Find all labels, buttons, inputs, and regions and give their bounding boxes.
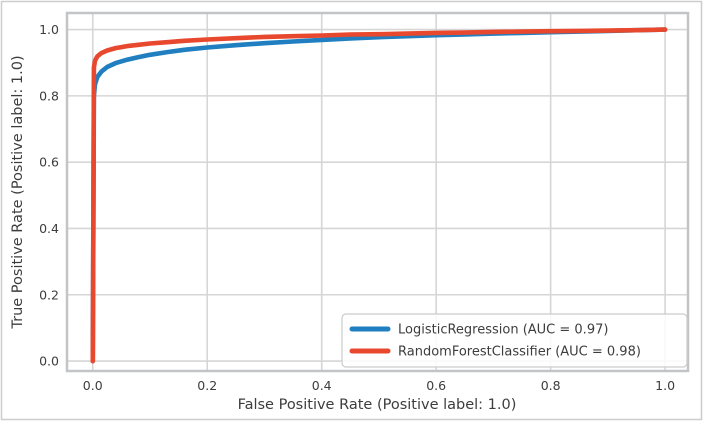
y-tick-labels: 0.0 0.2 0.4 0.6 0.8 1.0 [39,22,59,368]
legend: LogisticRegression (AUC = 0.97) RandomFor… [341,313,688,368]
legend-box [341,313,688,368]
y-tick-label: 0.0 [39,354,59,369]
y-axis-label: True Positive Rate (Positive label: 1.0) [10,55,26,329]
legend-label-randomforestclassifier: RandomForestClassifier (AUC = 0.98) [398,345,641,360]
y-tick-label: 0.6 [39,155,59,170]
x-tick-label: 0.2 [197,378,217,393]
x-tick-label: 0.8 [541,378,561,393]
x-tick-label: 0.0 [83,378,103,393]
x-tick-label: 0.4 [312,378,332,393]
x-tick-label: 1.0 [655,378,675,393]
roc-curves [90,27,668,364]
roc-curve-randomforestclassifier [90,27,668,364]
y-tick-label: 1.0 [39,22,59,37]
plot-border [65,11,690,373]
y-tick-label: 0.8 [39,88,59,103]
y-tick-label: 0.2 [39,287,59,302]
x-axis-label: False Positive Rate (Positive label: 1.0… [238,397,517,413]
legend-items: LogisticRegression (AUC = 0.97) RandomFor… [349,323,641,360]
x-tick-labels: 0.0 0.2 0.4 0.6 0.8 1.0 [83,378,675,393]
plot-area [67,13,688,371]
legend-label-logisticregression: LogisticRegression (AUC = 0.97) [398,323,608,338]
x-tick-label: 0.6 [426,378,446,393]
y-tick-label: 0.4 [39,221,59,236]
